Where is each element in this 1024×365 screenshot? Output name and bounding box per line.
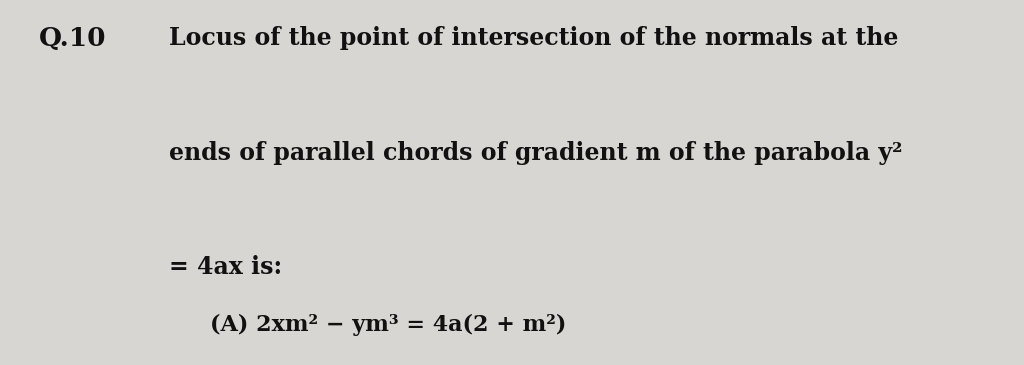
- Text: (A) 2xm² − ym³ = 4a(2 + m²): (A) 2xm² − ym³ = 4a(2 + m²): [210, 314, 566, 336]
- Text: ends of parallel chords of gradient m of the parabola y²: ends of parallel chords of gradient m of…: [169, 141, 902, 165]
- Text: Locus of the point of intersection of the normals at the: Locus of the point of intersection of th…: [169, 26, 898, 50]
- Text: = 4ax is:: = 4ax is:: [169, 255, 282, 280]
- Text: Q.10: Q.10: [39, 26, 106, 50]
